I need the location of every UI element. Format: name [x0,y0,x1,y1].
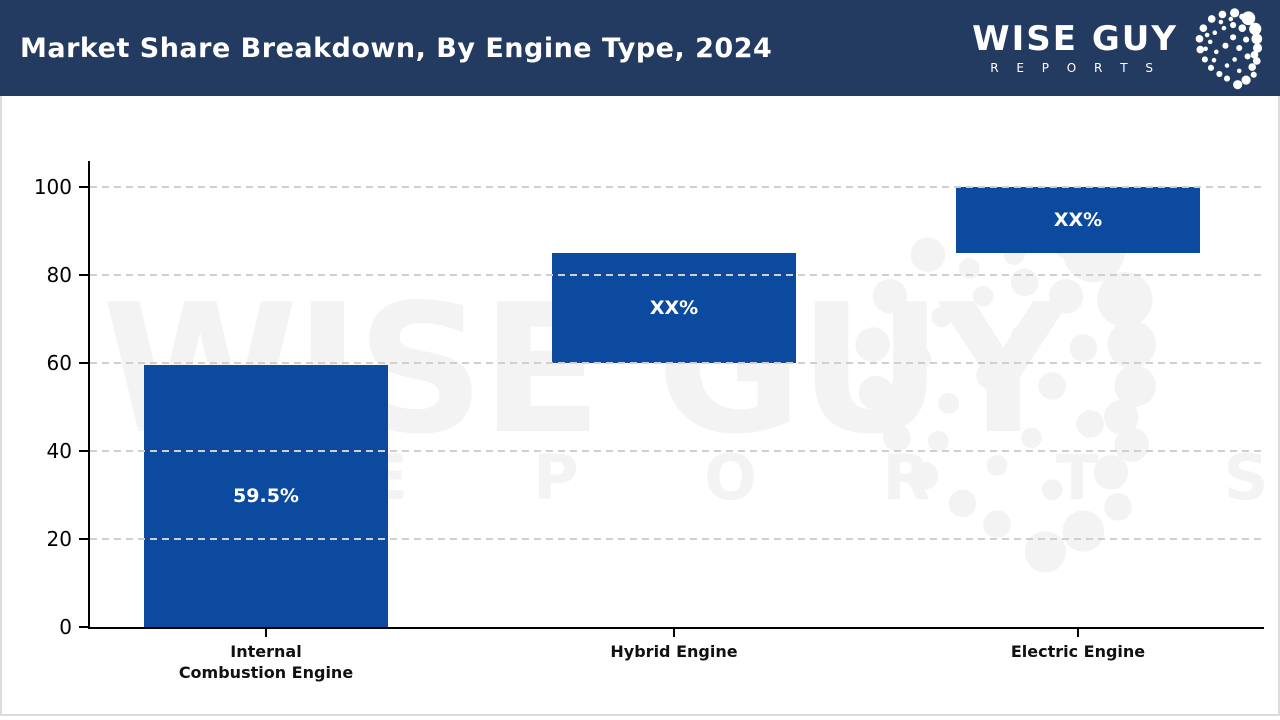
x-category-label-0: Internal Combustion Engine [178,642,354,682]
y-tick-40 [79,450,88,452]
bar-internal-combustion-engine: 59.5% [144,365,388,627]
y-tick-label-20: 20 [46,527,72,551]
x-category-label-2: Electric Engine [1010,642,1146,661]
logo-text: WISE GUY R E P O R T S [972,22,1178,74]
gridline-80 [90,274,1264,276]
y-tick-label-100: 100 [33,175,72,199]
gridline-60 [90,362,1264,364]
chart-area: WISE GUY R E P O R T S 59.5% XX% XX% 0 20 40… [0,96,1280,716]
x-category-label-1: Hybrid Engine [610,642,738,661]
header: Market Share Breakdown, By Engine Type, … [0,0,1280,96]
bar-electric-engine: XX% [956,187,1200,253]
y-tick-20 [79,538,88,540]
bar-value-label: 59.5% [233,485,299,508]
bar-hybrid-engine: XX% [552,253,796,363]
bar-value-label: XX% [649,297,699,319]
y-tick-label-0: 0 [59,615,72,639]
x-tick-1 [673,629,675,637]
chart-title: Market Share Breakdown, By Engine Type, … [20,32,773,64]
x-tick-0 [265,629,267,637]
y-tick-label-40: 40 [46,439,72,463]
gridline-100 [90,186,1264,188]
wiseguy-logo: WISE GUY R E P O R T S [972,6,1266,90]
y-axis-spine [88,161,90,629]
gridline-20 [90,538,1264,540]
y-tick-100 [79,186,88,188]
y-tick-80 [79,274,88,276]
y-tick-0 [79,626,88,628]
y-tick-60 [79,362,88,364]
gridline-40 [90,450,1264,452]
logo-wordmark: WISE GUY [972,19,1178,59]
plot-area: 59.5% XX% XX% [79,161,1264,637]
y-tick-label-80: 80 [46,263,72,287]
x-axis-spine [88,627,1264,629]
x-tick-2 [1077,629,1079,637]
head-dots-icon [1195,8,1263,90]
bar-value-label: XX% [1053,209,1103,231]
logo-subtext: R E P O R T S [990,61,1160,75]
y-tick-label-60: 60 [46,351,72,375]
